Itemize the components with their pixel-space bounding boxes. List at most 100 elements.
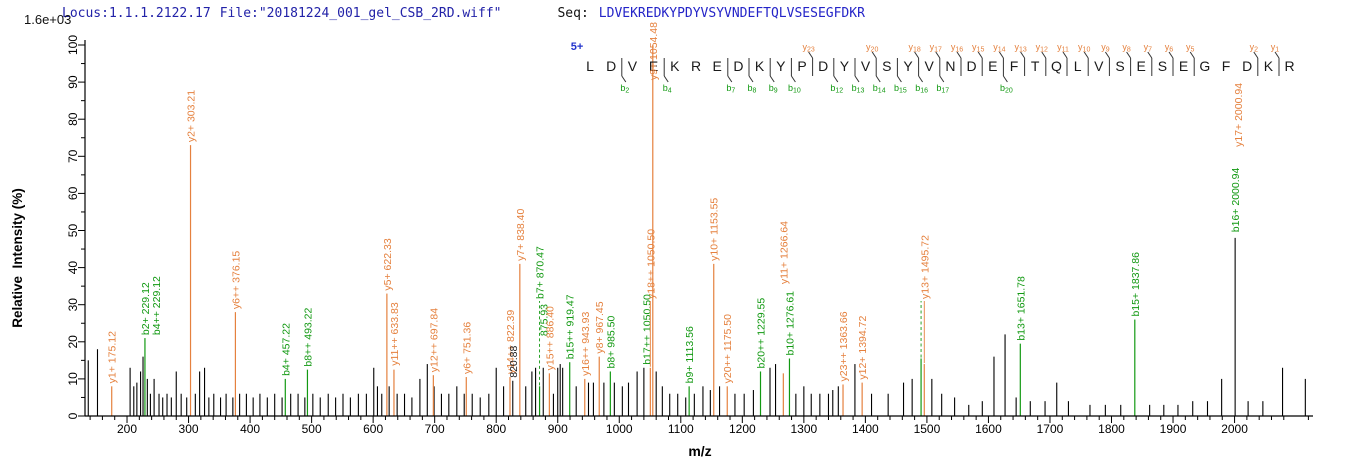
b-ion-label: b13: [852, 83, 865, 95]
residue-letter: V: [861, 58, 871, 74]
y-ion-label: y11: [1057, 42, 1069, 54]
y-ion-label: y5: [1186, 42, 1195, 54]
x-tick-label: 1000: [606, 422, 633, 436]
residue-letter: K: [1264, 58, 1274, 74]
y-ion-label: y16: [951, 42, 963, 54]
residue-letter: E: [1137, 58, 1146, 74]
y-ion-tick: [1020, 51, 1026, 59]
peak-label: b15+ 1837.86: [1130, 252, 1142, 317]
y-ion-tick: [1126, 51, 1132, 59]
b-ion-tick: [1002, 75, 1008, 83]
b-ion-tick: [918, 75, 924, 83]
residue-letter: E: [988, 58, 997, 74]
y-ion-label: y13: [1014, 42, 1026, 54]
residue-letter: L: [1074, 58, 1082, 74]
residue-letter: R: [1285, 58, 1295, 74]
peak-label: b8++ 493.22: [302, 307, 314, 366]
residue-letter: S: [882, 58, 891, 74]
y-ion-tick: [1104, 51, 1110, 59]
peak-label: y9+ 1054.48: [648, 22, 660, 80]
b-ion-label: b20: [1000, 83, 1013, 95]
y-tick-label: 100: [66, 35, 80, 55]
y-tick-label: 20: [66, 335, 80, 349]
b-ion-label: b12: [830, 83, 843, 95]
residue-letter: Q: [1051, 58, 1062, 74]
y-ion-tick: [1189, 51, 1195, 59]
x-tick-label: 1800: [1098, 422, 1125, 436]
residue-letter: V: [925, 58, 935, 74]
b-ion-tick: [663, 75, 669, 83]
peak-label: y1+ 175.12: [107, 331, 119, 383]
peak-label: y14++ 822.39: [505, 310, 517, 374]
y-tick-label: 0: [66, 412, 80, 419]
x-tick-label: 300: [179, 422, 199, 436]
residue-letter: N: [945, 58, 955, 74]
y-tick-label: 70: [66, 149, 80, 163]
peak-label: y16++ 943.93: [580, 312, 592, 376]
y-ion-tick: [914, 51, 920, 59]
x-tick-label: 500: [302, 422, 322, 436]
y-ion-label: y7: [1144, 42, 1153, 54]
peak-label: y20++ 1175.50: [722, 314, 734, 383]
residue-letter: D: [1242, 58, 1252, 74]
y-ion-label: y10: [1078, 42, 1090, 54]
residue-letter: P: [797, 58, 806, 74]
x-tick-label: 200: [117, 422, 137, 436]
residue-letter: S: [1115, 58, 1124, 74]
b-ion-tick: [875, 75, 881, 83]
peak-label: y13+ 1495.72: [919, 235, 931, 299]
y-ion-tick: [1168, 51, 1174, 59]
y-ion-label: y17: [930, 42, 942, 54]
peak-label: y8+ 967.45: [594, 301, 606, 353]
residue-letter: D: [606, 58, 616, 74]
y-ion-tick: [871, 51, 877, 59]
peak-label: b7+ 870.47: [535, 246, 547, 299]
peak-label: y11+ 1266.64: [778, 221, 790, 284]
y-ion-tick: [1041, 51, 1047, 59]
peak-label: y18++ 1050.50: [645, 229, 657, 299]
peak-label: b20++ 1229.55: [756, 298, 768, 369]
peak-label: y10+ 1153.55: [709, 198, 721, 261]
axes-layer: 0 10 20 30 40 50 60 70 80 90 100 200 300 400 500 600 700…: [66, 35, 1313, 436]
y-tick-label: 80: [66, 112, 80, 126]
residue-letter: F: [1222, 58, 1231, 74]
y-ion-label: y8: [1122, 42, 1131, 54]
peptide-sequence-text: LDVEKREDKYPDYVSYVNDEFTQLVSESEGFDKR: [598, 6, 865, 21]
x-tick-label: 1200: [729, 422, 756, 436]
x-tick-label: 1900: [1160, 422, 1187, 436]
file-name-text: File:"20181224_001_gel_CSB_2RD.wiff": [219, 6, 502, 21]
plot-area[interactable]: [85, 40, 1313, 416]
b-ion-label: b15: [894, 83, 907, 95]
residue-letter: L: [586, 58, 594, 74]
b-ion-label: b9: [769, 83, 778, 95]
residue-letter: D: [818, 58, 828, 74]
b-ion-label: b8: [748, 83, 757, 95]
y-ion-label: y20: [866, 42, 878, 54]
y-tick-label: 60: [66, 186, 80, 200]
y-tick-label: 50: [66, 224, 80, 238]
fragment-map-layer: L D V E K R E D K Y P D Y V S Y V N D E F T Q L V S E S E G F D K R5+b2 b4…: [571, 41, 1295, 95]
precursor-charge-label: 5+: [571, 41, 584, 53]
peak-label: b16+ 2000.94: [1230, 168, 1242, 233]
peak-label: y6+ 751.36: [461, 322, 473, 374]
peak-label: b2+ 229.12: [140, 282, 152, 335]
peak-label: 875.93: [538, 304, 550, 336]
x-tick-label: 400: [240, 422, 260, 436]
peak-label: 820.88: [508, 345, 520, 377]
peak-label: b9+ 1113.56: [684, 326, 696, 383]
peak-label: b4++ 229.12: [151, 276, 163, 335]
y-ion-label: y18: [908, 42, 920, 54]
x-tick-label: 1300: [791, 422, 818, 436]
y-ion-label: y2: [1250, 42, 1259, 54]
x-tick-label: 1700: [1037, 422, 1064, 436]
residue-letter: T: [1031, 58, 1040, 74]
residue-letter: K: [755, 58, 765, 74]
y-ion-tick: [935, 51, 941, 59]
b-ion-tick: [621, 75, 627, 83]
b-ion-label: b16: [915, 83, 928, 95]
y-ion-label: y23: [802, 42, 814, 54]
y-scale-note: 1.6e+03: [24, 12, 72, 27]
peak-label: y2+ 303.21: [186, 90, 198, 142]
